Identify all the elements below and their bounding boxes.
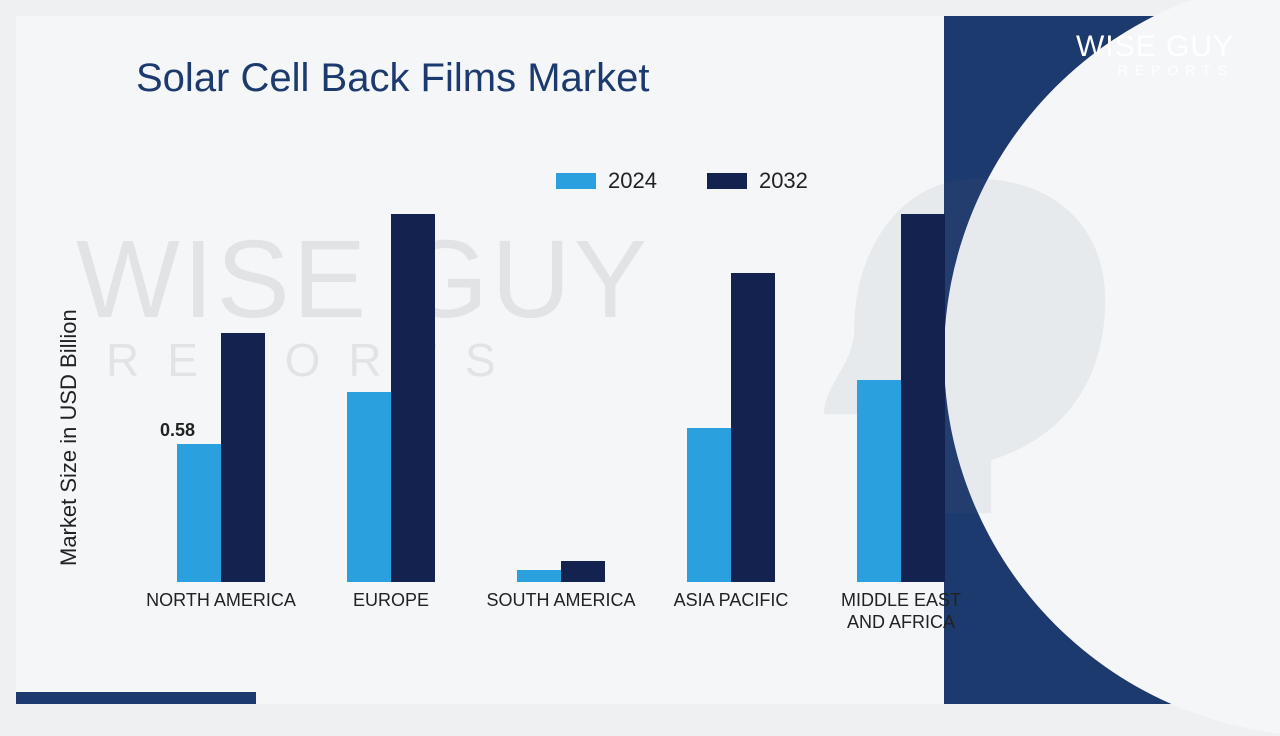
bar-2032 [731,273,775,582]
legend-label-2024: 2024 [608,168,657,194]
bar-2032 [901,214,945,582]
bar-2024 [347,392,391,582]
brand-line2: REPORTS [1076,62,1234,78]
x-axis-label: MIDDLE EAST AND AFRICA [826,590,976,633]
x-axis-label: EUROPE [316,590,466,612]
bar-2024 [687,428,731,582]
bar-2024 [517,570,561,582]
y-axis-label: Market Size in USD Billion [56,309,82,566]
bar-value-label: 0.58 [160,420,195,441]
x-axis-label: SOUTH AMERICA [486,590,636,612]
chart-title: Solar Cell Back Films Market [136,56,649,101]
bar-group: MIDDLE EAST AND AFRICA [836,214,966,582]
bar-group: EUROPE [326,214,456,582]
bar-2024 [177,444,221,582]
bar-group: SOUTH AMERICA [496,561,626,582]
bar-2032 [561,561,605,582]
footer-accent-bar [16,692,256,704]
bar-group: ASIA PACIFIC [666,273,796,582]
legend-swatch-2024 [556,173,596,189]
bar-2032 [391,214,435,582]
plot-area: NORTH AMERICA EUROPE SOUTH AMERICA ASIA PAC… [116,202,966,582]
legend-label-2032: 2032 [759,168,808,194]
brand-line1: WISE GUY [1076,30,1234,64]
chart-stage: WISE GUY REPORTS Solar Cell Back Films M… [16,16,1264,704]
bar-2032 [221,333,265,582]
legend: 2024 2032 [556,168,808,194]
legend-swatch-2032 [707,173,747,189]
legend-item-2032: 2032 [707,168,808,194]
x-axis-label: ASIA PACIFIC [656,590,806,612]
bar-group: NORTH AMERICA [156,333,286,582]
brand-logo: WISE GUY REPORTS [1076,30,1234,78]
x-axis-label: NORTH AMERICA [146,590,296,612]
bar-2024 [857,380,901,582]
legend-item-2024: 2024 [556,168,657,194]
